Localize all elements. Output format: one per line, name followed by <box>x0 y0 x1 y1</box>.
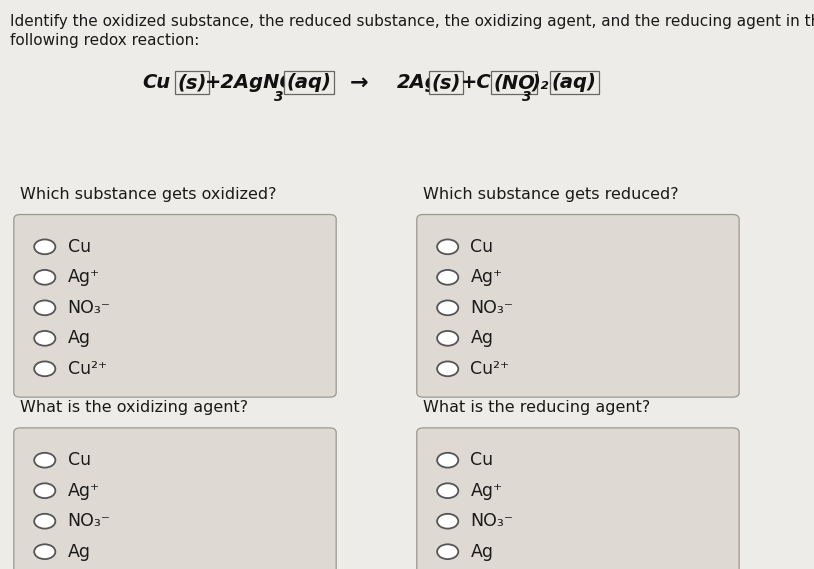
Text: NO₃⁻: NO₃⁻ <box>68 299 111 317</box>
Text: Cu: Cu <box>470 451 493 469</box>
Circle shape <box>437 331 458 346</box>
Circle shape <box>34 331 55 346</box>
Circle shape <box>437 453 458 468</box>
Text: (aq): (aq) <box>287 73 331 92</box>
FancyBboxPatch shape <box>417 215 739 397</box>
Text: Ag: Ag <box>470 329 493 347</box>
Text: NO₃⁻: NO₃⁻ <box>68 512 111 530</box>
Circle shape <box>437 270 458 284</box>
Circle shape <box>34 240 55 254</box>
Text: NO₃⁻: NO₃⁻ <box>470 299 514 317</box>
Text: 3: 3 <box>274 90 283 104</box>
Text: NO₃⁻: NO₃⁻ <box>470 512 514 530</box>
Text: Ag: Ag <box>470 543 493 560</box>
Circle shape <box>34 483 55 498</box>
Text: +Cu: +Cu <box>461 73 505 92</box>
Text: Identify the oxidized substance, the reduced substance, the oxidizing agent, and: Identify the oxidized substance, the red… <box>10 14 814 29</box>
Text: Cu: Cu <box>142 73 171 92</box>
Text: 3: 3 <box>522 90 532 104</box>
Text: Cu²⁺: Cu²⁺ <box>68 360 107 378</box>
Circle shape <box>34 361 55 376</box>
Text: (s): (s) <box>177 73 207 92</box>
FancyBboxPatch shape <box>14 215 336 397</box>
Text: →: → <box>350 72 369 93</box>
Circle shape <box>34 300 55 315</box>
Circle shape <box>34 514 55 529</box>
Text: 2Ag: 2Ag <box>397 73 440 92</box>
Text: (aq): (aq) <box>552 73 597 92</box>
Circle shape <box>437 514 458 529</box>
Text: Which substance gets reduced?: Which substance gets reduced? <box>423 187 679 202</box>
Text: +2AgNO: +2AgNO <box>205 73 297 92</box>
Circle shape <box>34 545 55 559</box>
Circle shape <box>437 240 458 254</box>
Text: (s): (s) <box>431 73 461 92</box>
Text: Which substance gets oxidized?: Which substance gets oxidized? <box>20 187 277 202</box>
Text: Cu: Cu <box>68 451 90 469</box>
Circle shape <box>34 270 55 284</box>
FancyBboxPatch shape <box>14 428 336 569</box>
FancyBboxPatch shape <box>417 428 739 569</box>
Circle shape <box>437 300 458 315</box>
Text: Ag⁺: Ag⁺ <box>470 482 502 500</box>
Text: )₂: )₂ <box>532 73 549 92</box>
Text: Cu: Cu <box>470 238 493 256</box>
Text: What is the reducing agent?: What is the reducing agent? <box>423 401 650 415</box>
Text: Cu²⁺: Cu²⁺ <box>470 360 510 378</box>
Text: (NO: (NO <box>493 73 535 92</box>
Text: Ag: Ag <box>68 543 90 560</box>
Circle shape <box>437 361 458 376</box>
Circle shape <box>34 453 55 468</box>
Text: following redox reaction:: following redox reaction: <box>10 33 199 48</box>
Circle shape <box>437 483 458 498</box>
Text: Cu: Cu <box>68 238 90 256</box>
Circle shape <box>437 545 458 559</box>
Text: Ag: Ag <box>68 329 90 347</box>
Text: Ag⁺: Ag⁺ <box>68 269 99 286</box>
Text: Ag⁺: Ag⁺ <box>470 269 502 286</box>
Text: What is the oxidizing agent?: What is the oxidizing agent? <box>20 401 248 415</box>
Text: Ag⁺: Ag⁺ <box>68 482 99 500</box>
